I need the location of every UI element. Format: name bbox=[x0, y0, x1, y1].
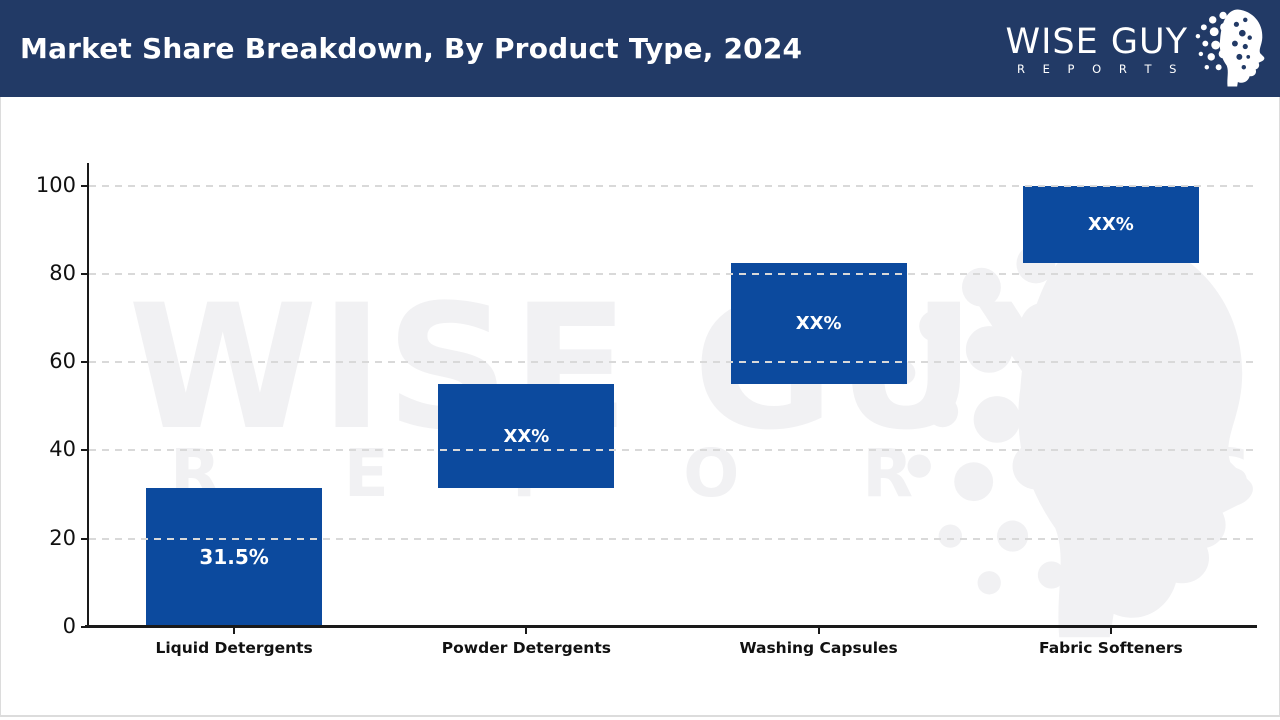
y-tick bbox=[81, 626, 88, 628]
x-axis-label-powder-detergents: Powder Detergents bbox=[441, 639, 611, 657]
bar-value-label: XX% bbox=[503, 425, 550, 447]
gridline-80 bbox=[89, 272, 1257, 275]
watermark-head-icon bbox=[872, 225, 1262, 649]
y-tick-label: 100 bbox=[35, 172, 76, 197]
y-tick-label: 40 bbox=[49, 437, 76, 462]
y-tick bbox=[81, 449, 88, 452]
y-tick bbox=[81, 361, 88, 364]
header-bar: Market Share Breakdown, By Product Type,… bbox=[0, 0, 1280, 97]
chart-canvas: WISE GUY R E P O R T S 0 20 40 60 bbox=[0, 97, 1280, 720]
x-axis-label-fabric-softeners: Fabric Softeners bbox=[1039, 639, 1183, 657]
y-tick bbox=[81, 272, 88, 275]
y-tick-label: 60 bbox=[49, 349, 76, 374]
bar-liquid-detergents: 31.5% bbox=[146, 487, 323, 627]
logo-subtitle: R E P O R T S bbox=[1016, 62, 1184, 77]
x-axis-line bbox=[85, 625, 1257, 628]
x-axis-label-washing-capsules: Washing Capsules bbox=[739, 639, 898, 657]
gridline-20 bbox=[89, 537, 1257, 540]
left-page-edge bbox=[0, 97, 1, 717]
bar-value-label: XX% bbox=[795, 312, 842, 334]
x-axis-label-liquid-detergents: Liquid Detergents bbox=[155, 639, 313, 657]
y-tick-label: 0 bbox=[62, 614, 76, 638]
bar-fabric-softeners: XX% bbox=[1022, 185, 1199, 263]
gridline-60 bbox=[89, 361, 1257, 364]
gridline-40 bbox=[89, 449, 1257, 452]
bar-powder-detergents: XX% bbox=[438, 384, 615, 488]
bar-value-label: 31.5% bbox=[199, 545, 269, 570]
wiseguy-logo: WISE GUY R E P O R T S bbox=[1005, 8, 1266, 92]
y-axis-line bbox=[87, 163, 89, 627]
x-tick bbox=[1109, 628, 1112, 634]
wiseguy-head-icon bbox=[1192, 8, 1266, 92]
y-tick-label: 20 bbox=[49, 525, 76, 550]
wiseguy-logo-text: WISE GUY R E P O R T S bbox=[1005, 21, 1188, 77]
x-tick bbox=[233, 628, 236, 634]
y-tick bbox=[81, 184, 88, 187]
logo-wordmark: WISE GUY bbox=[1005, 21, 1188, 62]
page-title: Market Share Breakdown, By Product Type,… bbox=[20, 32, 803, 65]
x-tick bbox=[817, 628, 820, 634]
bar-washing-capsules: XX% bbox=[730, 262, 907, 385]
gridline-100 bbox=[89, 184, 1257, 187]
watermark-wordmark: WISE GUY bbox=[128, 267, 1105, 468]
watermark-subtitle: R E P O R T S bbox=[170, 435, 1280, 512]
x-tick bbox=[525, 628, 528, 634]
bottom-divider bbox=[0, 715, 1280, 717]
y-tick-label: 80 bbox=[49, 260, 76, 285]
y-tick bbox=[81, 537, 88, 540]
bar-value-label: XX% bbox=[1087, 213, 1134, 235]
